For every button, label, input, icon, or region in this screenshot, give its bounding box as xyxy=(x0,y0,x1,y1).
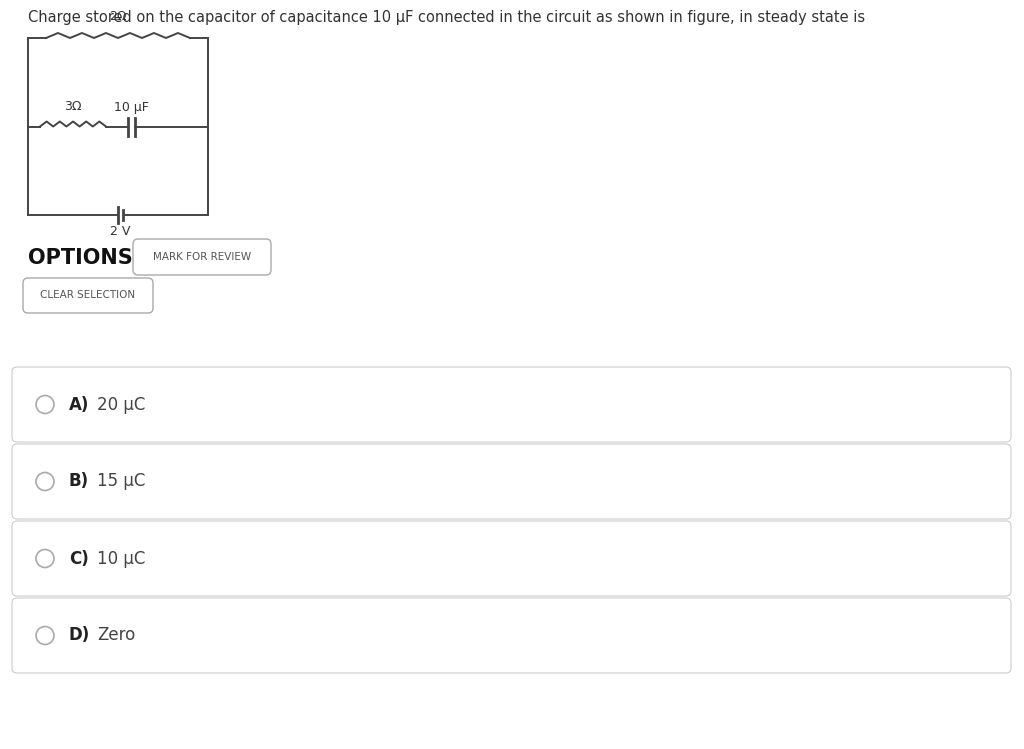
Text: Charge stored on the capacitor of capacitance 10 μF connected in the circuit as : Charge stored on the capacitor of capaci… xyxy=(28,10,865,25)
FancyBboxPatch shape xyxy=(12,598,1011,673)
Text: MARK FOR REVIEW: MARK FOR REVIEW xyxy=(153,252,251,262)
FancyBboxPatch shape xyxy=(133,239,271,275)
FancyBboxPatch shape xyxy=(12,367,1011,442)
Text: 10 μF: 10 μF xyxy=(114,100,148,114)
Text: CLEAR SELECTION: CLEAR SELECTION xyxy=(40,291,135,300)
Text: C): C) xyxy=(69,550,89,568)
Text: 2Ω: 2Ω xyxy=(110,10,127,23)
FancyBboxPatch shape xyxy=(12,521,1011,596)
Text: 20 μC: 20 μC xyxy=(97,395,145,413)
FancyBboxPatch shape xyxy=(12,444,1011,519)
Text: B): B) xyxy=(69,473,89,491)
Text: 2 V: 2 V xyxy=(111,225,131,238)
Text: OPTIONS: OPTIONS xyxy=(28,248,133,268)
Text: 3Ω: 3Ω xyxy=(65,100,82,114)
Text: Zero: Zero xyxy=(97,626,135,644)
Text: A): A) xyxy=(69,395,89,413)
Text: D): D) xyxy=(69,626,90,644)
Text: 15 μC: 15 μC xyxy=(97,473,145,491)
FancyBboxPatch shape xyxy=(23,278,153,313)
Text: 10 μC: 10 μC xyxy=(97,550,145,568)
